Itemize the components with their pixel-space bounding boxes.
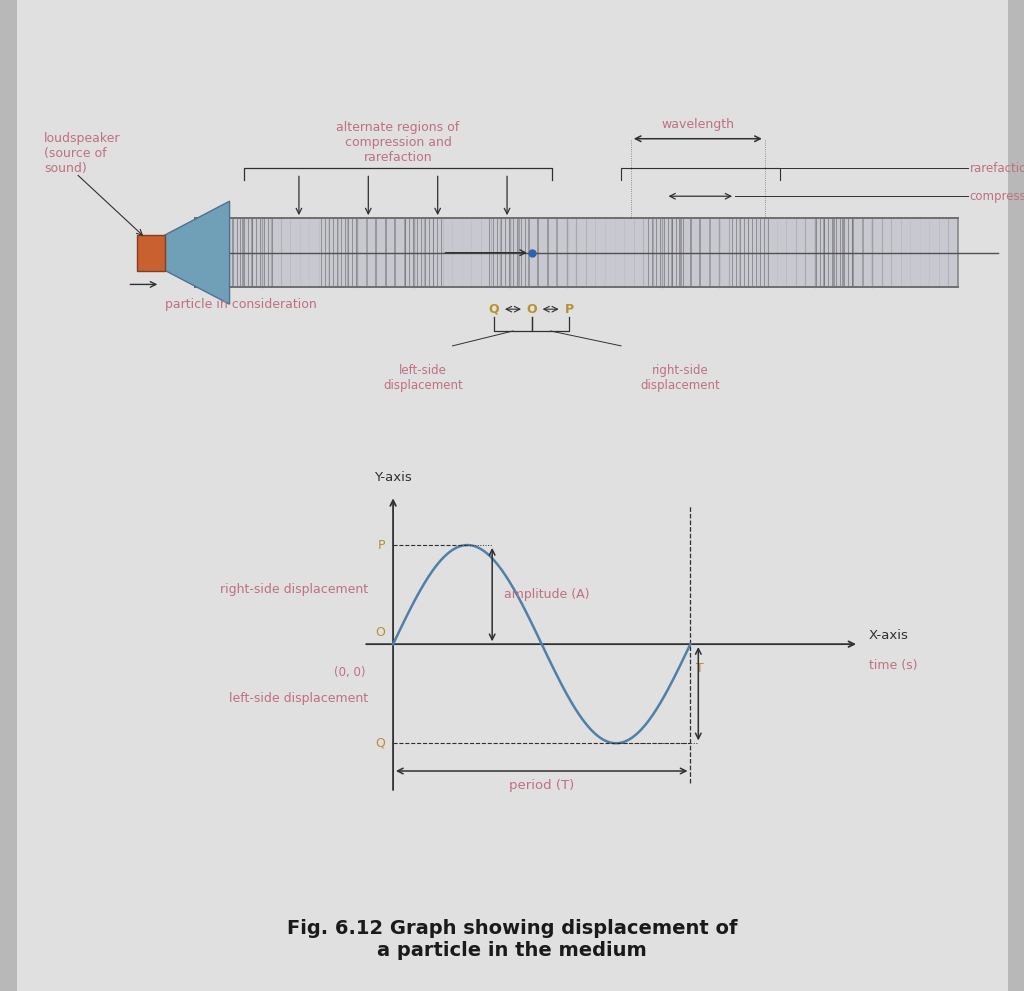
Bar: [195, 218, 957, 287]
Text: Y-axis: Y-axis: [374, 471, 412, 484]
Text: time (s): time (s): [868, 659, 918, 673]
Text: compression: compression: [970, 189, 1024, 203]
Text: loudspeaker
(source of
sound): loudspeaker (source of sound): [44, 132, 121, 175]
Polygon shape: [165, 201, 229, 304]
Text: left-side displacement: left-side displacement: [229, 692, 369, 706]
Text: alternate regions of
compression and
rarefaction: alternate regions of compression and rar…: [337, 121, 460, 164]
Text: right-side
displacement: right-side displacement: [641, 364, 720, 391]
Text: rarefaction: rarefaction: [970, 162, 1024, 175]
Text: Q: Q: [375, 736, 385, 750]
Text: Fig. 6.12 Graph showing displacement of
a particle in the medium: Fig. 6.12 Graph showing displacement of …: [287, 919, 737, 960]
Text: P: P: [565, 302, 574, 316]
Text: O: O: [375, 626, 385, 639]
Text: left-side
displacement: left-side displacement: [383, 364, 463, 391]
FancyBboxPatch shape: [3, 0, 1021, 991]
Text: O: O: [526, 302, 538, 316]
Text: particle in consideration: particle in consideration: [165, 297, 316, 311]
Text: P: P: [378, 538, 385, 552]
Bar: [137, 235, 165, 271]
Text: right-side displacement: right-side displacement: [220, 583, 369, 597]
Text: wavelength: wavelength: [662, 118, 734, 131]
Text: X-axis: X-axis: [868, 629, 908, 642]
Text: Q: Q: [488, 302, 500, 316]
Text: period (T): period (T): [509, 779, 574, 792]
Text: amplitude (A): amplitude (A): [504, 588, 590, 602]
Text: T: T: [696, 662, 705, 675]
Text: (0, 0): (0, 0): [334, 666, 366, 679]
